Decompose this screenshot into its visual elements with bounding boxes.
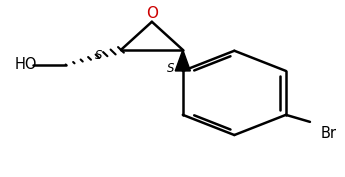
Polygon shape — [175, 50, 190, 71]
Text: S: S — [95, 49, 102, 62]
Text: HO: HO — [14, 57, 37, 72]
Text: Br: Br — [320, 126, 336, 141]
Text: O: O — [146, 6, 158, 21]
Text: S: S — [167, 62, 175, 75]
